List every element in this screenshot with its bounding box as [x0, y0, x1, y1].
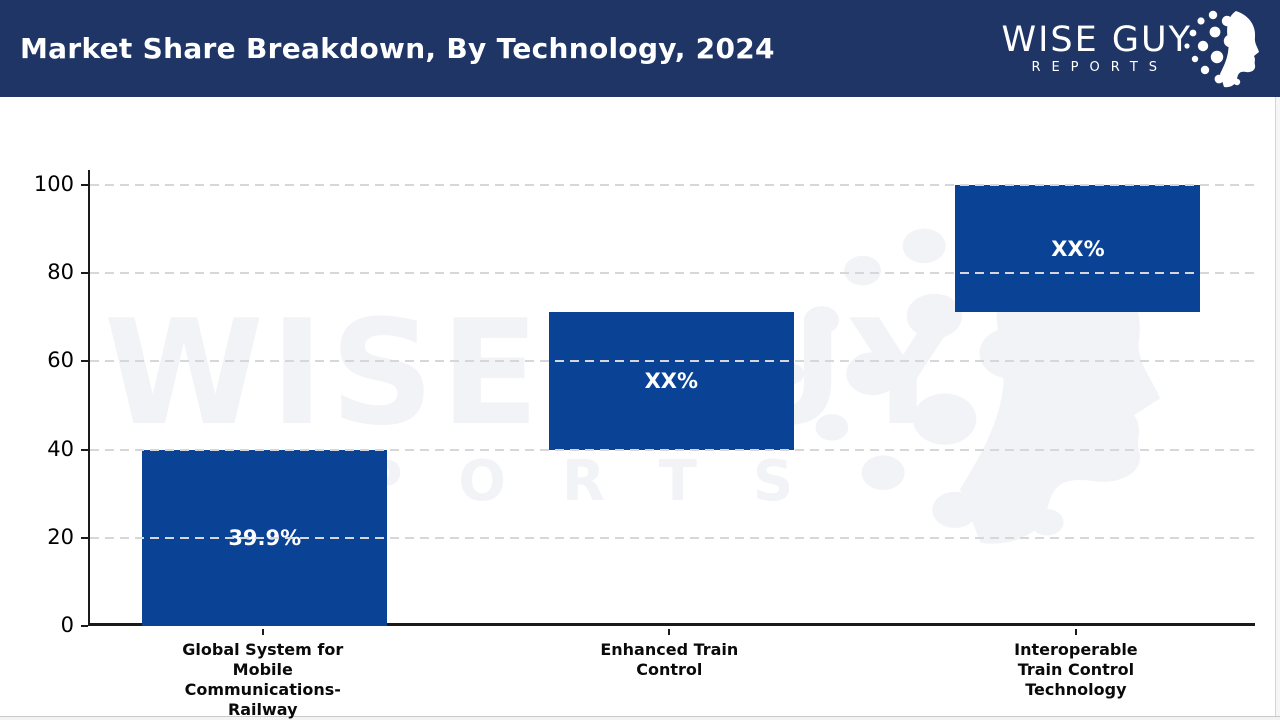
bar-value-label: XX% [1051, 236, 1105, 261]
gridline-y-20 [90, 536, 1255, 539]
gridline-y-40 [90, 448, 1255, 451]
brand-subname: REPORTS [1031, 60, 1169, 76]
page-bottom-edge [0, 716, 1280, 717]
y-axis-tick-mark [81, 448, 88, 451]
x-axis-category-label: Enhanced Train Control [600, 640, 739, 679]
y-axis-tick-label: 20 [47, 524, 74, 549]
y-axis-tick-mark [81, 272, 88, 275]
bar-segment: XX% [955, 185, 1201, 312]
bar-value-label: XX% [644, 369, 699, 394]
plot-area: 39.9% XX% XX% [88, 170, 1255, 626]
y-axis-tick-label: 40 [47, 436, 74, 461]
header-banner: Market Share Breakdown, By Technology, 2… [0, 0, 1280, 97]
y-axis-tick-label: 60 [47, 348, 74, 373]
y-axis-tick-mark [81, 360, 88, 363]
gridline-y-80 [90, 272, 1255, 275]
y-axis-tick-label: 100 [33, 172, 74, 196]
brand-logo: WISE GUY REPORTS [1001, 8, 1262, 88]
gridline-y-60 [90, 360, 1255, 363]
page-title: Market Share Breakdown, By Technology, 2… [20, 32, 775, 65]
x-axis-tick-mark [261, 629, 264, 635]
chart-area: WISE GUY REPORTS 39.9% XX% XX% 0 20 40 60 80 10… [0, 97, 1280, 720]
y-axis-tick-label: 80 [47, 260, 74, 285]
y-axis-tick-mark [81, 184, 88, 186]
y-axis-tick-mark [81, 536, 88, 539]
x-axis-category-label: Interoperable Train Control Technology [1014, 640, 1138, 699]
y-axis-tick-label: 0 [60, 613, 74, 637]
y-axis-tick-mark [81, 625, 88, 627]
page-bottom-band [0, 717, 1280, 720]
brand-name: WISE GUY [1001, 19, 1192, 60]
x-axis-tick-mark [668, 629, 671, 635]
x-axis-tick-mark [1074, 629, 1077, 635]
gridline-y-100 [90, 184, 1255, 186]
page-right-band [1276, 97, 1280, 716]
page-right-edge [1275, 97, 1276, 716]
face-profile-dots-icon [1184, 10, 1259, 88]
bar-segment: XX% [548, 312, 794, 451]
brand-logo-text: WISE GUY REPORTS [1001, 21, 1192, 76]
x-axis-category-label: Global System for Mobile Communications-… [182, 640, 344, 719]
